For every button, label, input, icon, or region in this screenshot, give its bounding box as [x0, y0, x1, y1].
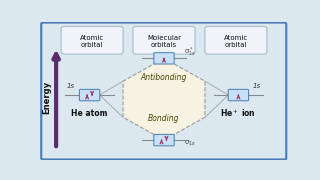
FancyBboxPatch shape: [205, 26, 267, 54]
FancyBboxPatch shape: [61, 26, 123, 54]
Text: Energy: Energy: [43, 81, 52, 114]
FancyBboxPatch shape: [154, 134, 174, 146]
Text: Bonding: Bonding: [148, 114, 180, 123]
Text: He$^+$ ion: He$^+$ ion: [220, 107, 256, 119]
Text: He atom: He atom: [71, 109, 108, 118]
Text: 1s: 1s: [67, 83, 75, 89]
Text: 1s: 1s: [253, 83, 261, 89]
FancyBboxPatch shape: [154, 53, 174, 64]
FancyBboxPatch shape: [41, 22, 286, 159]
Text: σ$^*_{1s}$: σ$^*_{1s}$: [184, 45, 196, 59]
FancyBboxPatch shape: [228, 89, 249, 101]
FancyBboxPatch shape: [79, 89, 100, 101]
Text: Antibonding: Antibonding: [141, 73, 187, 82]
Text: Atomic
orbital: Atomic orbital: [80, 35, 104, 48]
Text: Atomic
orbital: Atomic orbital: [224, 35, 248, 48]
Text: Molecular
orbitals: Molecular orbitals: [147, 35, 181, 48]
FancyBboxPatch shape: [133, 26, 195, 54]
Polygon shape: [123, 58, 205, 140]
Text: σ$_{1s}$: σ$_{1s}$: [184, 139, 196, 148]
